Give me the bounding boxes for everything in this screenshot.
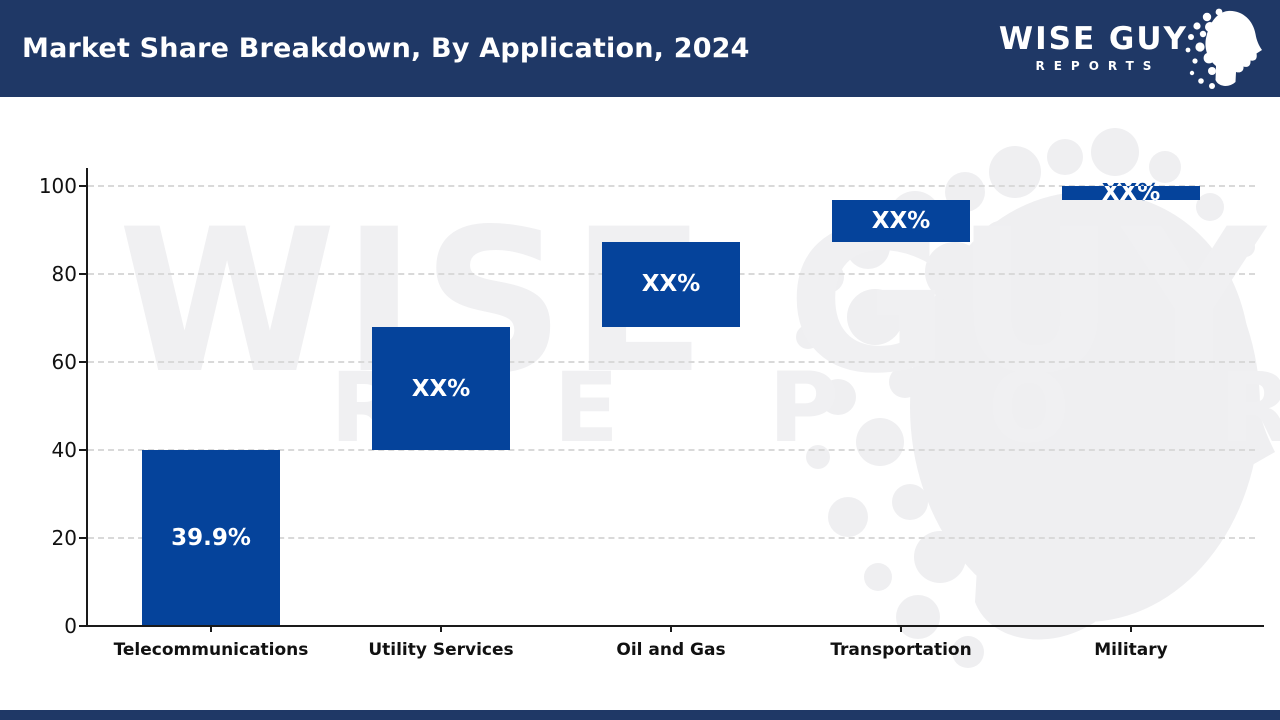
bar-value-label: XX% (641, 271, 701, 298)
brand-subname: REPORTS (1035, 59, 1161, 73)
bar-transportation: XX% XX% (832, 200, 970, 242)
x-category-label: Oil and Gas (616, 640, 726, 660)
bar-value-label-overflow: 39.9% (171, 525, 251, 552)
y-tick-label: 100 (38, 174, 77, 198)
y-tick-mark (79, 625, 88, 627)
bar-label-clip: XX% (1062, 186, 1200, 200)
footer-bar (0, 710, 1280, 720)
logo-head-icon (1185, 8, 1262, 89)
bar-value-label: XX% (871, 207, 931, 234)
x-category-label: Transportation (830, 640, 972, 660)
bar-utility-services: XX% XX% (372, 326, 510, 451)
bar-value-label-overflow: XX% (1101, 180, 1161, 207)
x-category-label: Telecommunications (113, 640, 309, 660)
brand-name: WISE GUY (998, 21, 1188, 57)
bar-value-label-overflow: XX% (641, 271, 701, 298)
brand-logo-text: WISE GUY REPORTS (998, 21, 1188, 74)
x-axis-line (86, 625, 1264, 627)
bar-label-clip: 39.9% (142, 450, 280, 626)
bar-value-label: XX% (411, 375, 471, 402)
gridline-y40 (88, 449, 1255, 451)
x-tick-mark (1130, 627, 1132, 632)
bar-oil-and-gas: XX% XX% (602, 241, 740, 327)
y-tick-label: 80 (51, 262, 77, 286)
x-tick-mark (210, 627, 212, 632)
gridline-y60 (88, 361, 1255, 363)
y-tick-label: 40 (51, 438, 77, 462)
y-tick-label: 20 (51, 526, 77, 550)
y-tick-mark (79, 537, 88, 539)
bar-value-label-overflow: XX% (871, 207, 931, 234)
gridline-y100 (88, 185, 1255, 187)
bar-value-label: 39.9% (171, 525, 251, 552)
x-category-label: Military (1094, 640, 1168, 660)
bar-label-clip: XX% (602, 242, 740, 327)
y-tick-mark (79, 449, 88, 451)
x-tick-mark (440, 627, 442, 632)
y-tick-mark (79, 273, 88, 275)
y-tick-mark (79, 185, 88, 187)
bar-value-label: XX% (1101, 186, 1161, 201)
bar-telecommunications: 39.9% 39.9% (142, 450, 280, 626)
x-tick-mark (900, 627, 902, 632)
bar-value-label-overflow: XX% (411, 375, 471, 402)
x-category-label: Utility Services (368, 640, 514, 660)
y-axis-line (86, 168, 88, 627)
bar-label-clip: XX% (832, 200, 970, 242)
bar-military: XX% XX% (1062, 180, 1200, 206)
chart-title: Market Share Breakdown, By Application, … (22, 33, 750, 64)
y-tick-label: 60 (51, 350, 77, 374)
x-tick-mark (670, 627, 672, 632)
brand-logo: WISE GUY REPORTS (999, 6, 1266, 92)
y-tick-mark (79, 361, 88, 363)
y-tick-label: 0 (64, 614, 77, 638)
bar-label-clip: XX% (372, 327, 510, 451)
gridline-y20 (88, 537, 1255, 539)
header-bar: Market Share Breakdown, By Application, … (0, 0, 1280, 97)
